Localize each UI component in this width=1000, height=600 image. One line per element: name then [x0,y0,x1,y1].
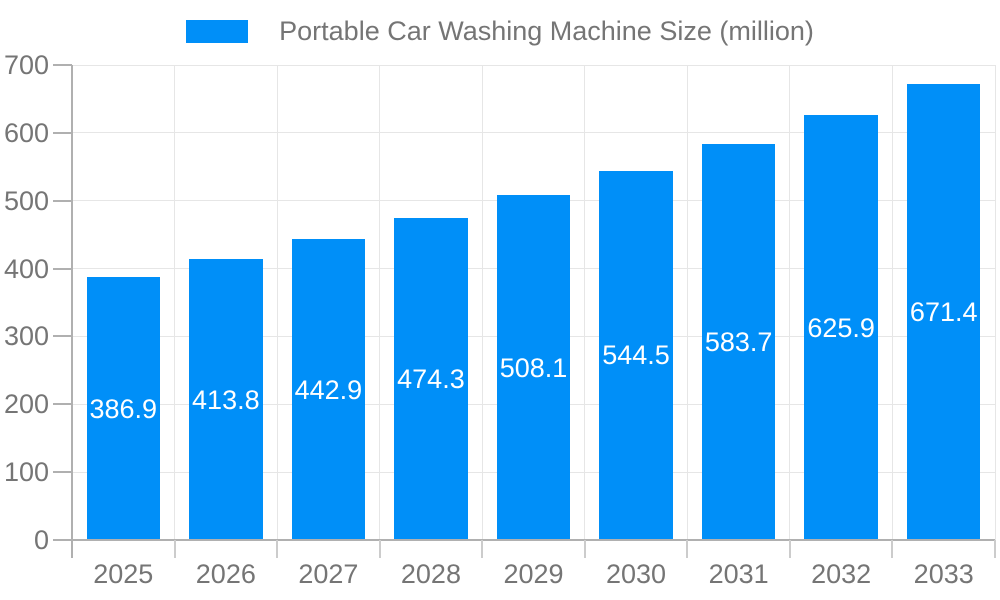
x-axis-tick [788,540,791,558]
vertical-gridline [584,65,586,540]
bar-value-label: 413.8 [192,384,260,415]
x-axis-tick [994,540,996,558]
bar[interactable] [394,218,468,540]
vertical-gridline [481,65,483,540]
y-tick-label: 200 [3,389,49,420]
x-axis-tick [583,540,586,558]
y-tick-label: 0 [33,525,49,555]
bar[interactable] [804,115,878,540]
x-tick-label: 2033 [913,559,974,589]
vertical-gridline [891,65,893,540]
vertical-gridline [994,65,996,540]
vertical-gridline [789,65,791,540]
bar[interactable] [701,143,776,540]
bar[interactable] [86,277,161,540]
x-tick-label: 2026 [195,559,256,589]
vertical-gridline [686,65,688,540]
y-axis-tick [53,335,72,338]
bar[interactable] [599,170,673,540]
y-axis-tick [53,131,72,134]
bar[interactable] [496,195,571,540]
x-axis-tick [378,540,381,558]
vertical-gridline [174,65,176,540]
legend-label: Portable Car Washing Machine Size (milli… [279,16,814,46]
x-axis-tick [276,540,279,558]
y-axis-tick [53,403,72,406]
y-axis-tick [53,64,72,66]
bar-value-label: 508.1 [499,352,568,383]
x-axis-tick [173,540,176,558]
bar-value-label: 544.5 [602,340,670,371]
y-axis-line [71,65,73,558]
y-tick-label: 300 [3,321,49,352]
x-tick-label: 2027 [298,559,359,589]
legend[interactable]: Portable Car Washing Machine Size (milli… [0,16,1000,46]
y-axis-tick [53,539,72,541]
vertical-gridline [379,65,381,540]
horizontal-gridline [72,132,995,134]
x-tick-label: 2025 [93,559,154,589]
x-tick-label: 2030 [606,559,667,589]
x-tick-label: 2031 [708,559,769,589]
bar-value-label: 625.9 [807,312,875,343]
horizontal-gridline [72,64,995,66]
x-axis-tick [481,540,484,558]
x-tick-label: 2028 [400,559,461,589]
x-axis-tick [891,540,894,558]
y-axis-tick [53,267,72,270]
y-tick-label: 700 [3,50,49,80]
bar-value-label: 474.3 [397,364,465,395]
y-tick-label: 400 [3,253,49,284]
vertical-gridline [276,65,278,540]
y-tick-label: 100 [3,457,49,488]
x-axis-line [72,539,995,541]
y-tick-label: 500 [3,185,49,216]
bar-value-label: 442.9 [294,374,363,405]
y-tick-label: 600 [3,117,49,148]
y-axis-tick [53,471,72,474]
legend-swatch [186,20,249,43]
bar[interactable] [906,84,981,540]
bar[interactable] [189,259,263,540]
bar-value-label: 386.9 [89,393,158,424]
x-axis-tick [686,540,689,558]
bar-value-label: 583.7 [704,326,773,357]
y-axis-tick [53,199,72,202]
x-tick-label: 2029 [503,559,564,589]
x-tick-label: 2032 [811,559,872,589]
bar[interactable] [291,239,366,540]
bar-value-label: 671.4 [909,297,978,328]
